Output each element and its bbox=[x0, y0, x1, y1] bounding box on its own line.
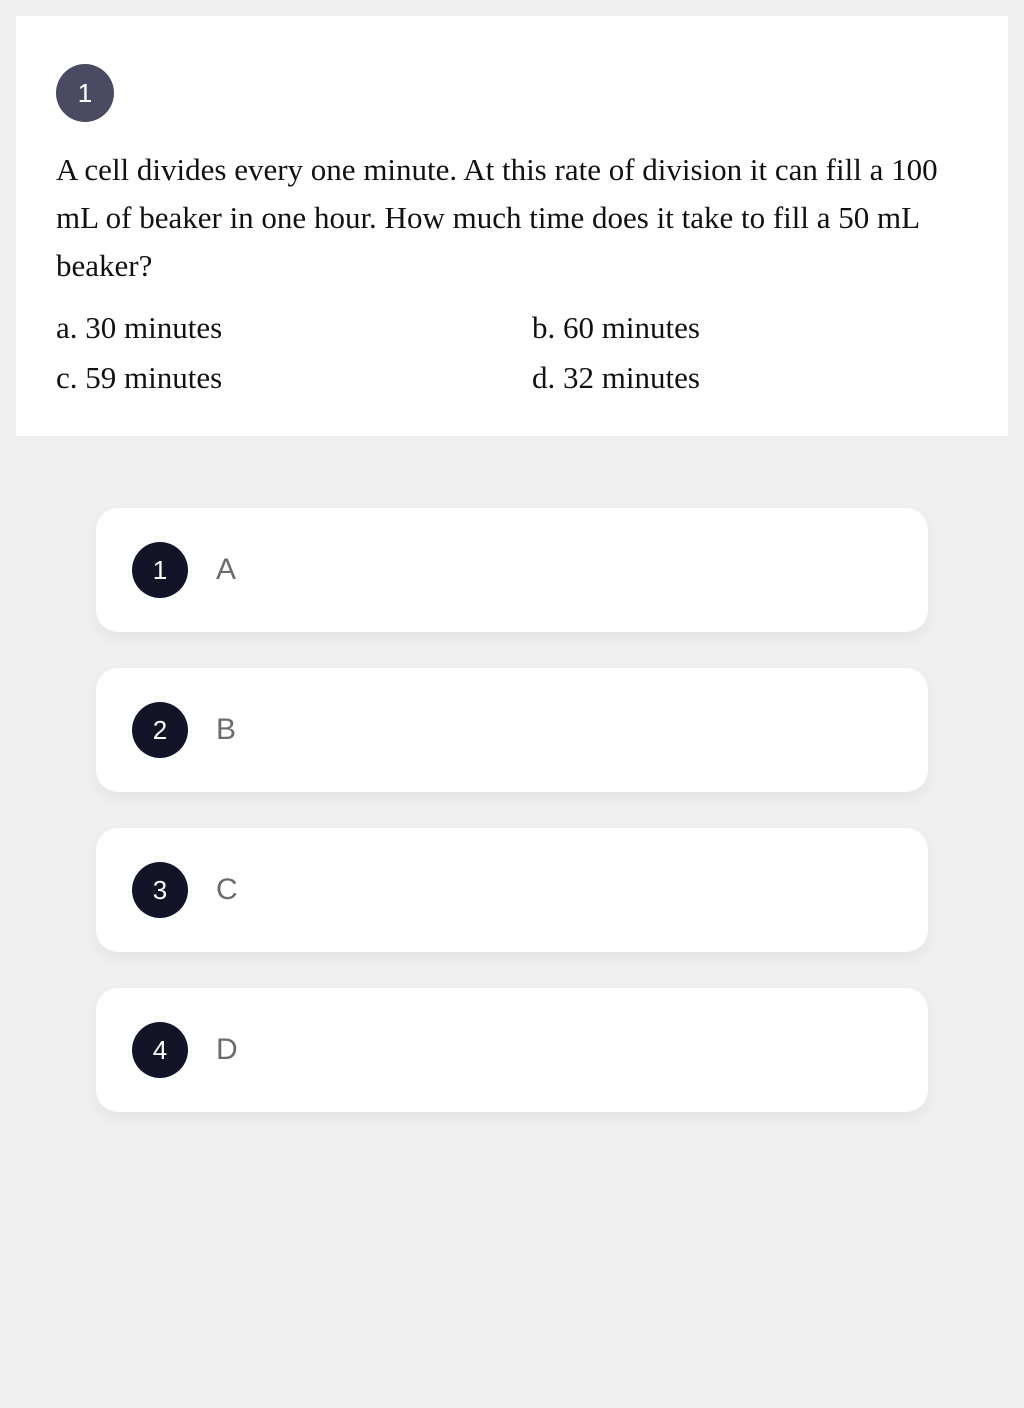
answer-choice-b[interactable]: 2 B bbox=[96, 668, 928, 792]
option-a: a. 30 minutes bbox=[56, 310, 492, 346]
option-c-text: 59 minutes bbox=[85, 360, 222, 395]
option-c-letter: c. bbox=[56, 360, 78, 395]
option-d-letter: d. bbox=[532, 360, 555, 395]
option-a-letter: a. bbox=[56, 310, 78, 345]
option-c: c. 59 minutes bbox=[56, 360, 492, 396]
option-b-letter: b. bbox=[532, 310, 555, 345]
option-d: d. 32 minutes bbox=[532, 360, 968, 396]
answer-label-d: D bbox=[216, 1033, 238, 1067]
answer-label-a: A bbox=[216, 553, 236, 587]
answer-choices: 1 A 2 B 3 C 4 D bbox=[16, 508, 1008, 1188]
answer-choice-a[interactable]: 1 A bbox=[96, 508, 928, 632]
option-b: b. 60 minutes bbox=[532, 310, 968, 346]
answer-label-b: B bbox=[216, 713, 236, 747]
answer-label-c: C bbox=[216, 873, 238, 907]
question-number: 1 bbox=[78, 78, 92, 109]
option-d-text: 32 minutes bbox=[563, 360, 700, 395]
answer-badge-number: 1 bbox=[153, 555, 167, 586]
answer-badge-number: 4 bbox=[153, 1035, 167, 1066]
option-a-text: 30 minutes bbox=[85, 310, 222, 345]
answer-badge-3: 3 bbox=[132, 862, 188, 918]
answer-badge-1: 1 bbox=[132, 542, 188, 598]
option-b-text: 60 minutes bbox=[563, 310, 700, 345]
question-options: a. 30 minutes b. 60 minutes c. 59 minute… bbox=[56, 310, 968, 396]
question-text: A cell divides every one minute. At this… bbox=[56, 146, 968, 290]
answer-badge-4: 4 bbox=[132, 1022, 188, 1078]
question-card: 1 A cell divides every one minute. At th… bbox=[16, 16, 1008, 436]
answer-badge-number: 2 bbox=[153, 715, 167, 746]
answer-choice-c[interactable]: 3 C bbox=[96, 828, 928, 952]
question-number-badge: 1 bbox=[56, 64, 114, 122]
answer-badge-number: 3 bbox=[153, 875, 167, 906]
answer-choice-d[interactable]: 4 D bbox=[96, 988, 928, 1112]
answer-badge-2: 2 bbox=[132, 702, 188, 758]
